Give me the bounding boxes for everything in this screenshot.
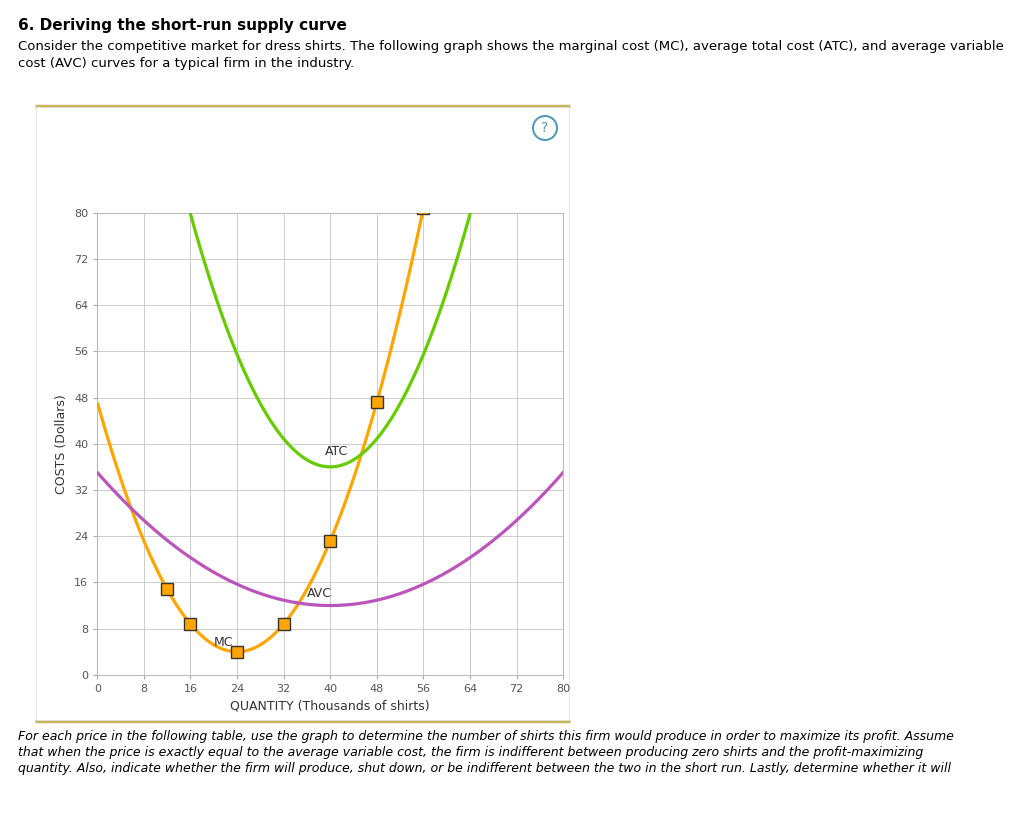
Text: quantity. Also, indicate whether the firm will produce, shut down, or be indiffe: quantity. Also, indicate whether the fir…: [18, 762, 951, 775]
Text: 6. Deriving the short-run supply curve: 6. Deriving the short-run supply curve: [18, 18, 347, 33]
Text: For each price in the following table, use the graph to determine the number of : For each price in the following table, u…: [18, 730, 954, 743]
Text: MC: MC: [214, 636, 233, 649]
Y-axis label: COSTS (Dollars): COSTS (Dollars): [55, 394, 69, 493]
Text: cost (AVC) curves for a typical firm in the industry.: cost (AVC) curves for a typical firm in …: [18, 57, 354, 70]
Text: AVC: AVC: [307, 587, 332, 600]
FancyBboxPatch shape: [36, 107, 569, 720]
Text: Consider the competitive market for dress shirts. The following graph shows the : Consider the competitive market for dres…: [18, 40, 1004, 53]
Text: ATC: ATC: [325, 445, 348, 458]
Text: ?: ?: [542, 121, 549, 135]
Text: that when the price is exactly equal to the average variable cost, the firm is i: that when the price is exactly equal to …: [18, 746, 924, 759]
X-axis label: QUANTITY (Thousands of shirts): QUANTITY (Thousands of shirts): [230, 699, 430, 712]
